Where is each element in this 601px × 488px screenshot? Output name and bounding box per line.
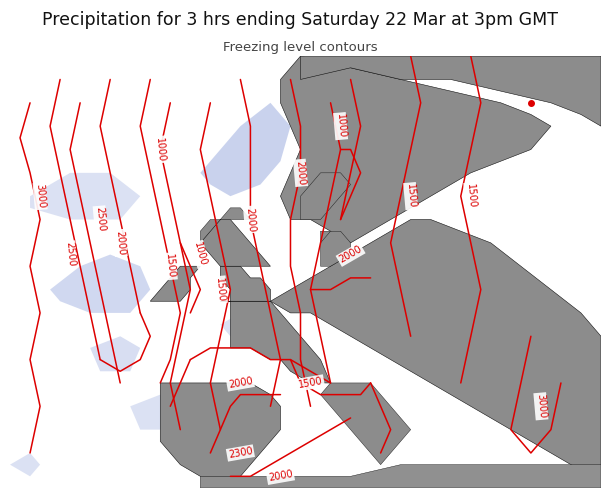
Polygon shape: [320, 383, 410, 465]
Text: 1500: 1500: [404, 183, 416, 209]
Text: 1000: 1000: [192, 242, 209, 268]
Polygon shape: [30, 173, 140, 220]
Polygon shape: [320, 231, 350, 266]
Text: 2000: 2000: [337, 244, 364, 265]
Text: 2500: 2500: [64, 242, 76, 267]
Polygon shape: [230, 220, 601, 488]
Polygon shape: [320, 231, 341, 266]
Polygon shape: [300, 56, 601, 126]
Text: Precipitation for 3 hrs ending Saturday 22 Mar at 3pm GMT: Precipitation for 3 hrs ending Saturday …: [43, 11, 558, 29]
Polygon shape: [90, 336, 140, 371]
Polygon shape: [221, 313, 260, 336]
Polygon shape: [200, 465, 601, 488]
Text: 2000: 2000: [267, 469, 293, 484]
Text: 3000: 3000: [34, 183, 46, 209]
Polygon shape: [150, 266, 200, 301]
Text: 2000: 2000: [114, 230, 126, 256]
Polygon shape: [300, 173, 350, 220]
Polygon shape: [160, 383, 281, 476]
Polygon shape: [50, 255, 150, 313]
Text: 1500: 1500: [297, 376, 323, 390]
Text: 1000: 1000: [154, 137, 166, 162]
Text: 2000: 2000: [227, 376, 254, 390]
Polygon shape: [200, 220, 270, 266]
Polygon shape: [281, 56, 551, 243]
Polygon shape: [200, 208, 251, 243]
Polygon shape: [230, 301, 331, 383]
Text: 2300: 2300: [227, 446, 254, 460]
Text: 1500: 1500: [164, 254, 176, 279]
Polygon shape: [10, 453, 40, 476]
Text: 2000: 2000: [294, 160, 307, 185]
Text: Freezing level contours: Freezing level contours: [223, 41, 378, 54]
Text: 3000: 3000: [535, 394, 547, 419]
Polygon shape: [200, 103, 290, 196]
Text: 2500: 2500: [94, 207, 106, 232]
Text: 1000: 1000: [335, 114, 347, 139]
Text: 1500: 1500: [215, 277, 227, 302]
Polygon shape: [130, 395, 180, 429]
Polygon shape: [221, 266, 270, 301]
Text: 1500: 1500: [465, 183, 477, 209]
Text: 2000: 2000: [245, 207, 257, 232]
